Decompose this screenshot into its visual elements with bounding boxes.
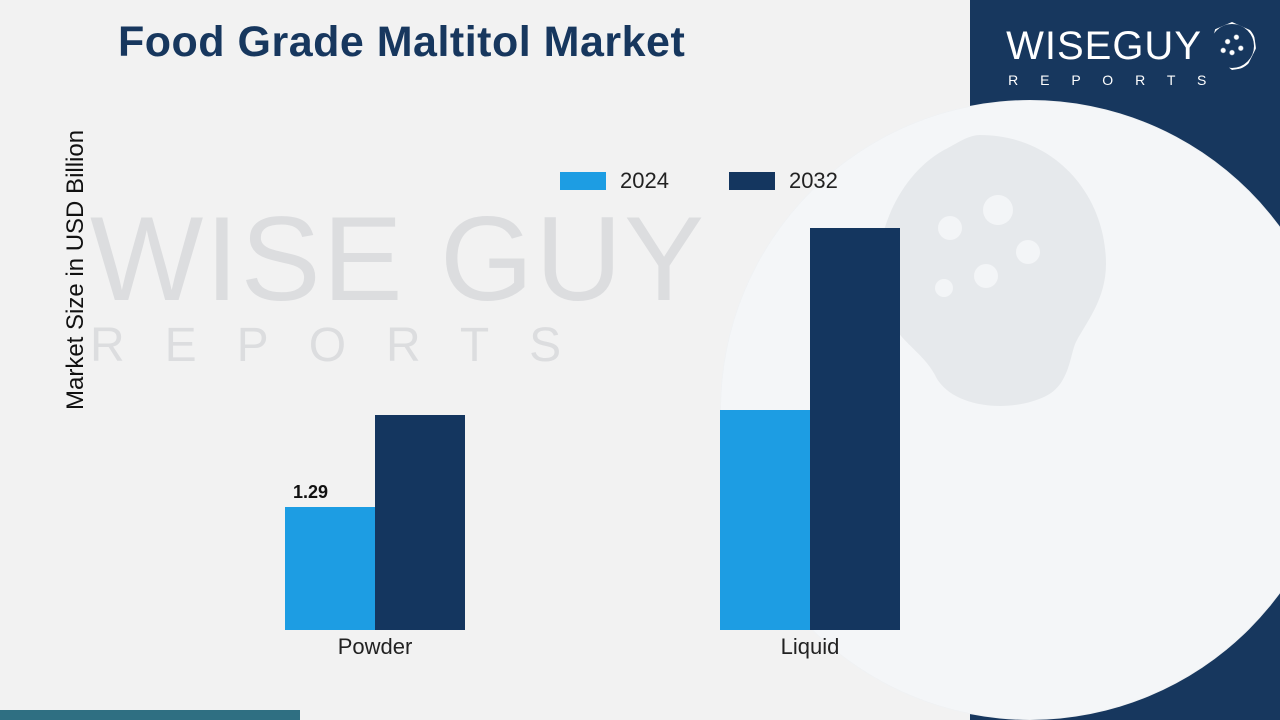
chart-title: Food Grade Maltitol Market [118,18,685,67]
brand-subtitle: R E P O R T S [1006,72,1256,88]
bar-data-label: 1.29 [293,482,328,503]
x-category-label: Powder [275,634,475,660]
bar-group [275,415,475,630]
bar [375,415,465,630]
brand-head-icon [1208,22,1256,70]
bar-group [710,228,910,630]
page-root: WISE GUY REPORTS WISEGUY R E P O R T S F… [0,0,1280,720]
bar-chart: Powder Liquid 1.29 [110,190,960,660]
y-axis-label: Market Size in USD Billion [62,130,90,410]
bar [285,507,375,630]
x-category-label: Liquid [710,634,910,660]
bar [810,228,900,630]
legend-swatch-2024 [560,172,606,190]
footer-accent-bar [0,710,300,720]
bar [720,410,810,630]
legend-swatch-2032 [729,172,775,190]
brand-logo: WISEGUY R E P O R T S [1006,22,1256,88]
brand-name: WISEGUY [1006,24,1202,69]
